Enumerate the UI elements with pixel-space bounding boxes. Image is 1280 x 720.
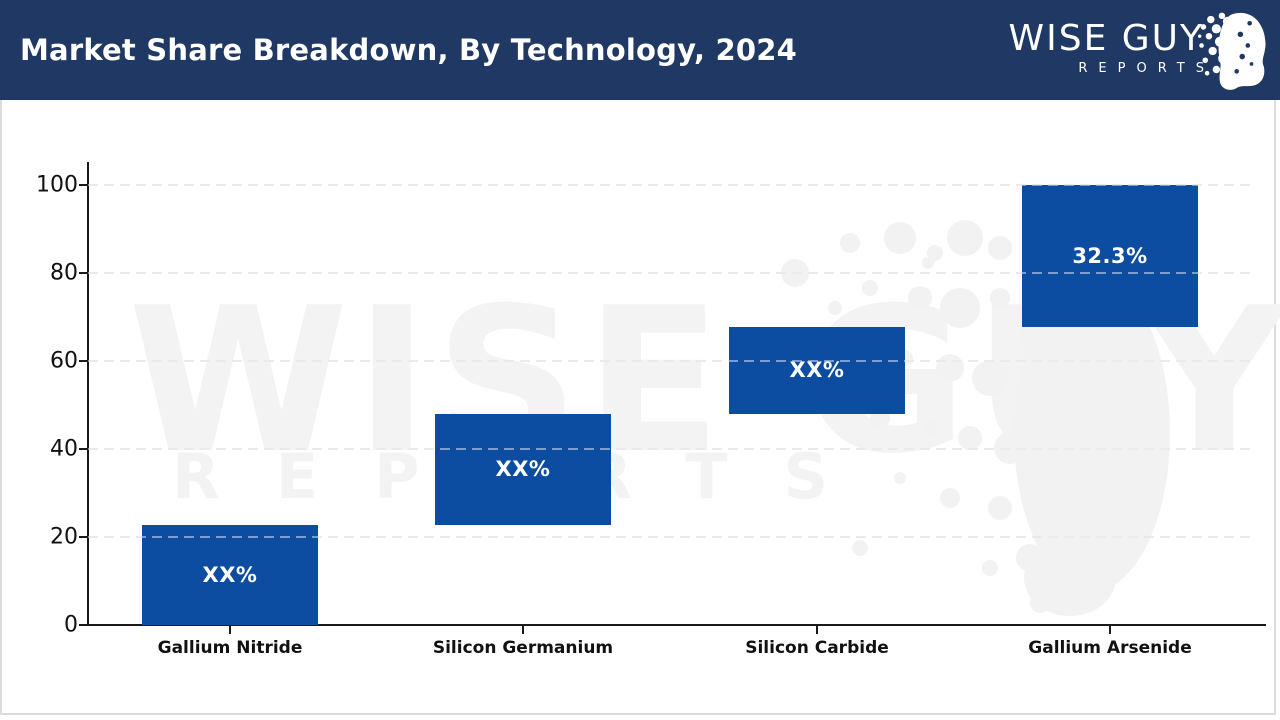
x-tick-mark xyxy=(229,625,231,634)
gridline-overlay xyxy=(88,448,1252,450)
gridline-overlay xyxy=(88,360,1252,362)
logo-subtitle: REPORTS xyxy=(1078,60,1215,76)
bar: XX% xyxy=(729,327,905,414)
y-tick-mark xyxy=(79,360,88,362)
y-tick-label: 40 xyxy=(50,436,78,462)
logo-text: WISE GUY REPORTS xyxy=(1009,20,1205,76)
category-label: Silicon Germanium xyxy=(432,638,614,658)
bar: 32.3% xyxy=(1022,185,1198,328)
bar-value-label: XX% xyxy=(495,457,551,482)
bar-value-label: XX% xyxy=(202,563,258,588)
y-tick-label: 60 xyxy=(50,348,78,374)
x-tick-mark xyxy=(1109,625,1111,634)
bar-value-label: 32.3% xyxy=(1072,244,1148,269)
dotted-face-icon xyxy=(1198,12,1266,90)
page-title: Market Share Breakdown, By Technology, 2… xyxy=(20,33,798,67)
x-axis xyxy=(87,624,1266,626)
y-tick-label: 20 xyxy=(50,524,78,550)
gridline xyxy=(88,184,1252,186)
x-tick-mark xyxy=(816,625,818,634)
bar: XX% xyxy=(435,413,611,526)
x-tick-mark xyxy=(522,625,524,634)
y-tick-mark xyxy=(79,624,88,626)
watermark-face-icon xyxy=(781,220,1170,616)
y-tick-mark xyxy=(79,448,88,450)
y-tick-label: 0 xyxy=(64,612,78,638)
content-frame xyxy=(0,100,1276,715)
logo-name: WISE GUY xyxy=(1008,18,1204,59)
gridline-overlay xyxy=(88,184,1252,186)
y-tick-label: 80 xyxy=(50,260,78,286)
category-label: Gallium Nitride xyxy=(157,638,303,658)
category-label: Silicon Carbide xyxy=(745,638,889,658)
wise-guy-reports-logo: WISE GUY REPORTS xyxy=(1008,6,1270,94)
gridline xyxy=(88,448,1252,450)
y-tick-label: 100 xyxy=(36,172,78,198)
gridline xyxy=(88,272,1252,274)
gridline-overlay xyxy=(88,272,1252,274)
category-label: Gallium Arsenide xyxy=(1028,638,1192,658)
gridline xyxy=(88,360,1252,362)
bar: XX% xyxy=(142,525,318,625)
header-band: Market Share Breakdown, By Technology, 2… xyxy=(0,0,1280,100)
gridline-overlay xyxy=(88,536,1252,538)
y-tick-mark xyxy=(79,184,88,186)
y-tick-mark xyxy=(79,272,88,274)
gridline xyxy=(88,536,1252,538)
y-axis xyxy=(87,162,89,625)
y-tick-mark xyxy=(79,536,88,538)
bar-value-label: XX% xyxy=(789,358,845,383)
